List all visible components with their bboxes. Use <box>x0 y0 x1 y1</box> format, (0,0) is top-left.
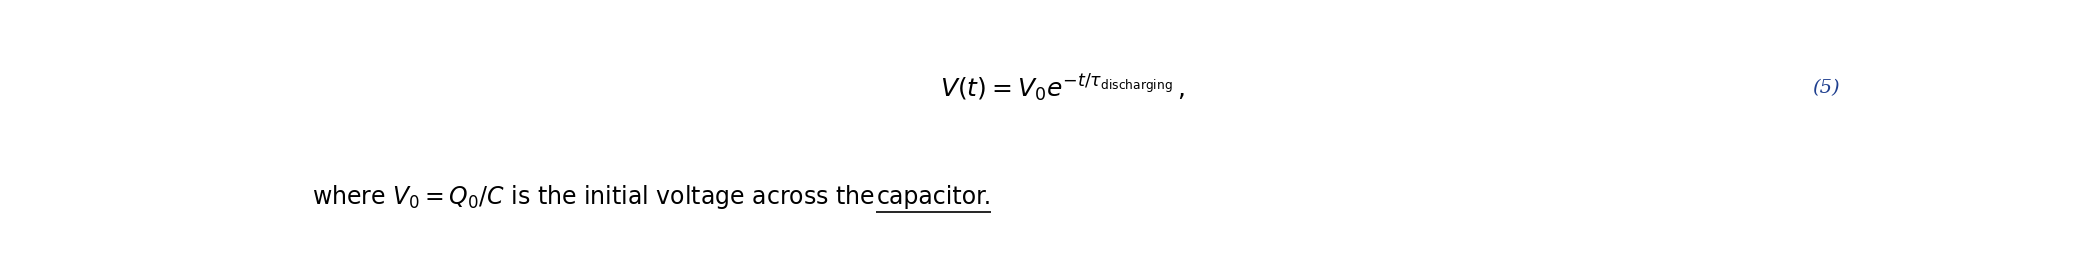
Text: $V(t) = V_0 e^{-t/\tau_{\mathrm{discharging}}}\,,$: $V(t) = V_0 e^{-t/\tau_{\mathrm{discharg… <box>941 72 1184 103</box>
Text: (5): (5) <box>1812 79 1839 97</box>
Text: capacitor.: capacitor. <box>877 185 991 209</box>
Text: where $V_0 = Q_0/C$ is the initial voltage across the: where $V_0 = Q_0/C$ is the initial volta… <box>313 183 877 211</box>
